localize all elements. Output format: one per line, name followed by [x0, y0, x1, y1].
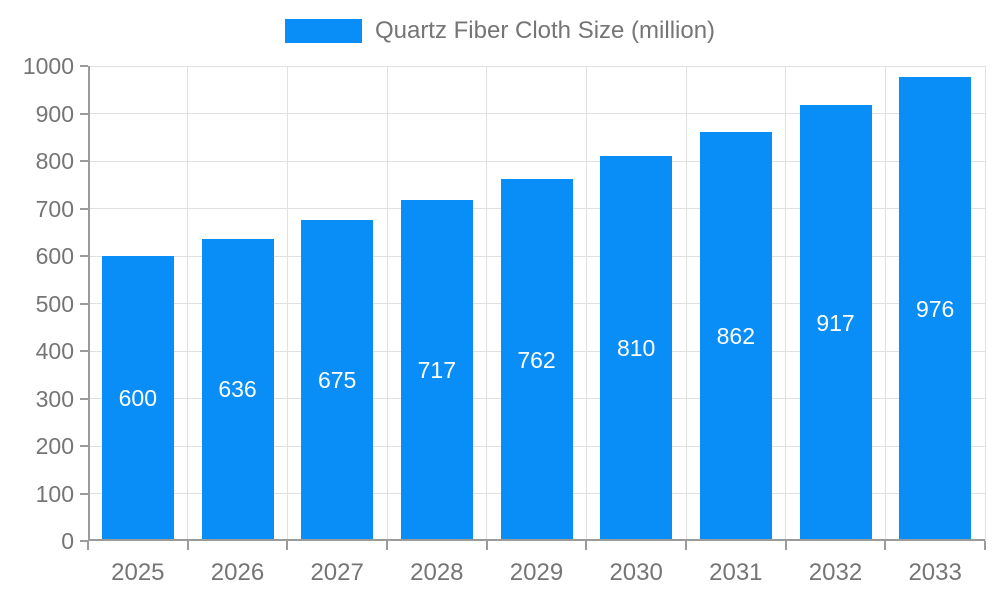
bar-value-label: 636	[218, 376, 257, 403]
bar[interactable]: 636	[201, 238, 274, 541]
x-axis-tick	[286, 541, 289, 550]
y-axis-tick-label: 600	[35, 243, 74, 269]
y-axis-tick-label: 0	[61, 528, 74, 554]
bar-value-label: 600	[118, 385, 158, 411]
x-axis-tick-label: 2030	[609, 559, 663, 586]
x-axis-tick	[87, 541, 89, 550]
legend-label: Quartz Fiber Cloth Size (million)	[374, 17, 716, 44]
y-axis-tick-label: 800	[35, 148, 74, 174]
gridline-vertical	[486, 66, 488, 541]
x-axis-tick	[485, 541, 488, 550]
y-axis-tick	[80, 112, 88, 115]
bar[interactable]: 976	[899, 77, 972, 541]
bar[interactable]: 810	[600, 156, 673, 541]
y-axis-tick	[80, 65, 88, 67]
x-axis-tick	[585, 541, 588, 550]
bar-value-label: 675	[317, 367, 357, 394]
plot-area: 600 636 675 717 762 810 862 917 976	[88, 65, 986, 541]
x-axis-tick-label: 2031	[709, 559, 763, 586]
x-axis-tick-label: 2028	[410, 559, 464, 586]
gridline-vertical	[685, 66, 687, 541]
x-axis-tick	[685, 541, 687, 550]
bar[interactable]: 600	[101, 256, 174, 541]
x-axis-tick-label: 2033	[908, 559, 962, 586]
bar[interactable]: 675	[301, 220, 374, 541]
bar-value-label: 917	[816, 309, 855, 336]
y-axis-tick-label: 500	[35, 290, 74, 317]
gridline-vertical	[884, 66, 886, 541]
bar-value-label: 976	[915, 295, 955, 322]
legend[interactable]: Quartz Fiber Cloth Size (million)	[0, 17, 1000, 45]
bar[interactable]: 862	[699, 131, 772, 541]
gridline-vertical	[286, 66, 288, 541]
gridline-vertical	[984, 66, 986, 541]
y-axis-tick	[80, 540, 88, 542]
x-axis-tick	[386, 541, 388, 550]
y-axis-tick	[80, 397, 88, 400]
bar[interactable]: 717	[400, 200, 473, 541]
y-axis-line	[88, 66, 90, 541]
y-axis-tick	[80, 255, 88, 257]
y-axis-tick-label: 300	[35, 385, 74, 412]
y-axis-labels: 0 100 200 300 400 500 600 700 800 900 1000	[0, 53, 74, 554]
gridline-horizontal	[88, 160, 985, 162]
y-axis-tick-label: 400	[35, 338, 74, 364]
gridline-vertical	[585, 66, 587, 541]
y-axis-tick	[80, 207, 88, 210]
gridline-horizontal	[88, 113, 985, 114]
x-axis-tick-label: 2029	[509, 559, 564, 586]
y-axis-tick-label: 200	[35, 433, 74, 459]
y-axis-tick-label: 100	[35, 480, 74, 507]
x-axis-tick-label: 2027	[310, 559, 364, 586]
gridline-vertical	[386, 66, 388, 541]
bar-value-label: 717	[417, 357, 457, 384]
gridline-vertical	[187, 66, 189, 541]
x-axis-tick	[884, 541, 887, 550]
bar-value-label: 762	[517, 346, 556, 373]
x-axis-tick	[984, 541, 986, 550]
legend-color-swatch	[284, 19, 362, 43]
y-axis-tick-label: 1000	[22, 53, 74, 79]
x-axis-tick-label: 2032	[808, 559, 863, 586]
bar-value-label: 810	[616, 335, 656, 362]
x-axis-line	[88, 539, 985, 541]
y-axis-tick	[80, 350, 88, 352]
x-axis-tick-label: 2025	[111, 559, 165, 586]
bar[interactable]: 762	[500, 179, 573, 541]
gridline-vertical	[785, 66, 787, 541]
x-axis-tick-label: 2026	[210, 559, 265, 586]
y-axis-tick-label: 700	[35, 195, 74, 222]
y-axis-tick	[80, 492, 88, 495]
y-axis-tick	[80, 160, 88, 162]
bar[interactable]: 917	[799, 105, 872, 541]
y-axis-tick	[80, 302, 88, 305]
x-axis-tick	[186, 541, 189, 550]
x-axis-labels: 2025 2026 2027 2028 2029 2030 2031 2032 2033	[88, 557, 985, 589]
gridline-horizontal	[88, 65, 985, 67]
y-axis-tick-label: 900	[35, 100, 74, 127]
y-axis-tick	[80, 445, 88, 447]
bar-value-label: 862	[716, 322, 756, 349]
x-axis-tick	[784, 541, 787, 550]
